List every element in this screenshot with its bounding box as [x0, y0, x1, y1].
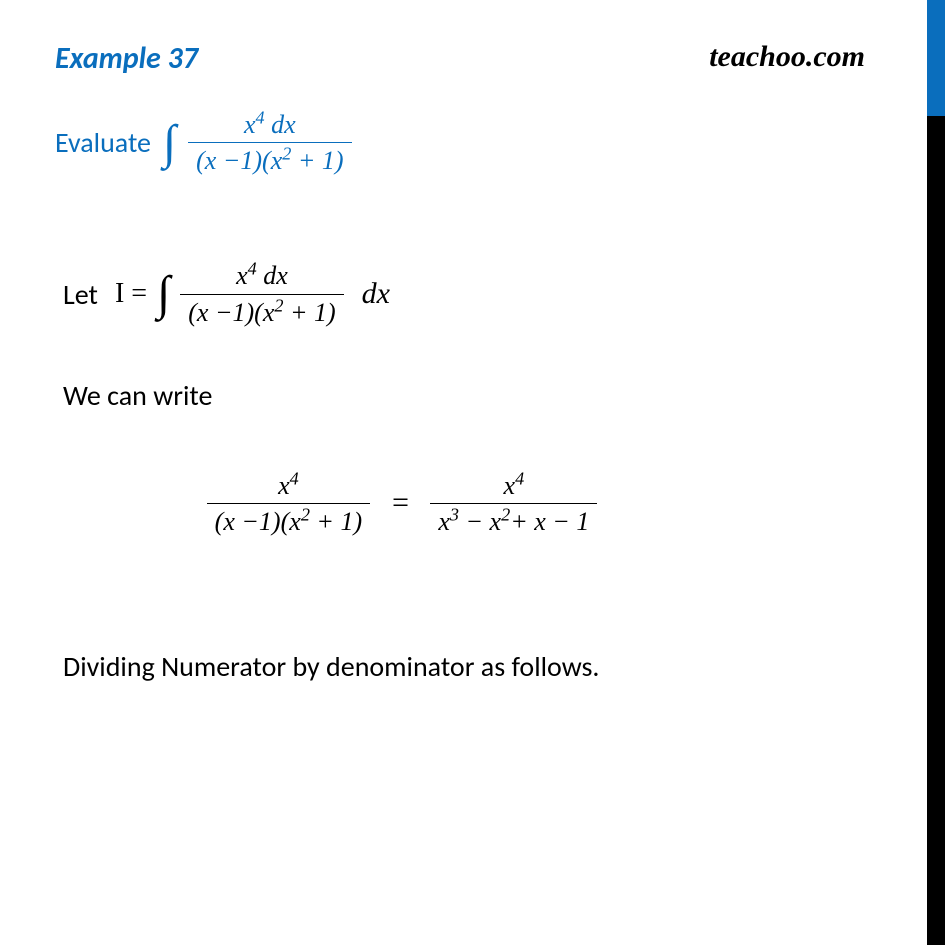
integrand-fraction-2: x4 dx (x −1)(x2 + 1): [180, 258, 343, 329]
example-title: Example 37: [55, 40, 198, 77]
header-row: Example 37 teachoo.com: [55, 40, 895, 77]
fraction-numerator: x4 dx: [236, 107, 304, 142]
lhs-fraction: x4 (x −1)(x2 + 1): [207, 468, 370, 539]
let-label: Let: [63, 277, 98, 312]
let-i-row: Let I = ∫ x4 dx (x −1)(x2 + 1) dx: [55, 258, 895, 329]
evaluate-label: Evaluate: [55, 125, 151, 160]
problem-statement: Evaluate ∫ x4 dx (x −1)(x2 + 1): [55, 107, 895, 178]
fraction-numerator-2: x4 dx: [228, 258, 296, 293]
integral-symbol-black: ∫: [157, 270, 170, 318]
lhs-denominator: (x −1)(x2 + 1): [207, 504, 370, 539]
side-accent-blue: [927, 0, 945, 116]
page-content: Example 37 teachoo.com Evaluate ∫ x4 dx …: [0, 0, 945, 724]
dx-trailing: dx: [362, 277, 390, 311]
rhs-fraction: x4 x3 − x2+ x − 1: [430, 468, 597, 539]
rhs-denominator: x3 − x2+ x − 1: [430, 504, 597, 539]
integrand-fraction: x4 dx (x −1)(x2 + 1): [188, 107, 351, 178]
we-can-write-text: We can write: [55, 378, 895, 413]
fraction-denominator-2: (x −1)(x2 + 1): [180, 295, 343, 330]
side-accent-black: [927, 116, 945, 945]
rhs-numerator: x4: [496, 468, 533, 503]
lhs-numerator: x4: [270, 468, 307, 503]
i-equals: I =: [108, 278, 147, 310]
brand-logo: teachoo.com: [709, 40, 895, 74]
integral-symbol: ∫: [163, 119, 176, 167]
expansion-equation: x4 (x −1)(x2 + 1) = x4 x3 − x2+ x − 1: [55, 468, 895, 539]
dividing-instruction: Dividing Numerator by denominator as fol…: [55, 649, 895, 684]
fraction-denominator: (x −1)(x2 + 1): [188, 143, 351, 178]
equals-sign: =: [390, 486, 410, 520]
